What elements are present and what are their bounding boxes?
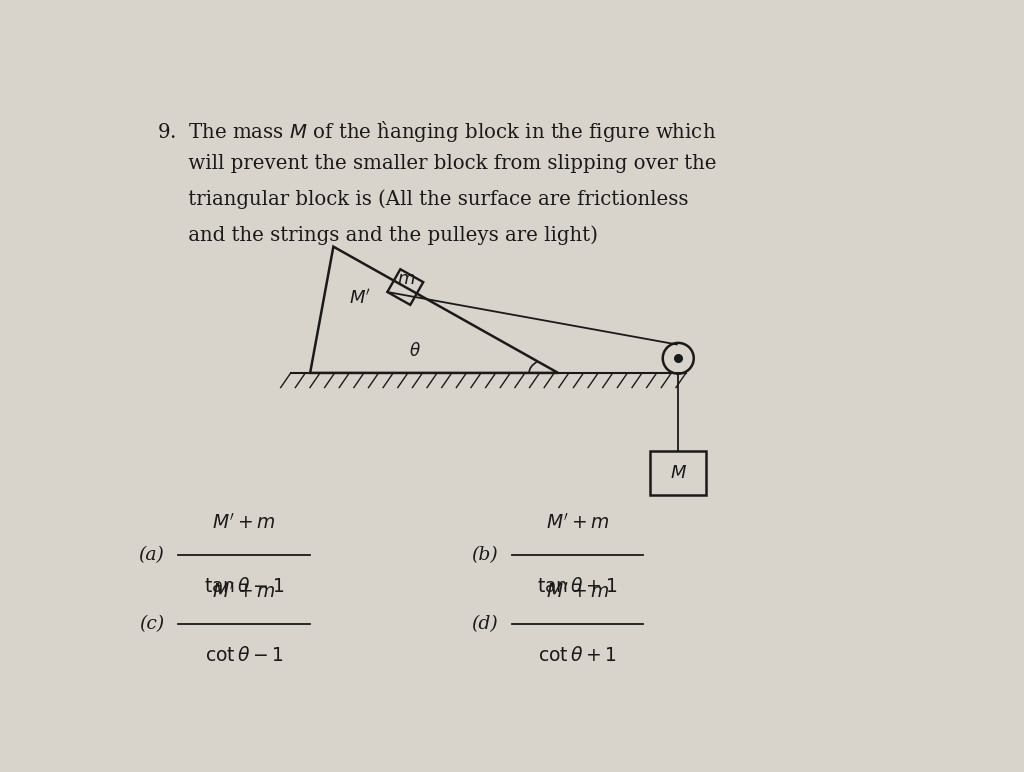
Text: $\tan\theta - 1$: $\tan\theta - 1$ [204, 577, 285, 596]
Text: will prevent the smaller block from slipping over the: will prevent the smaller block from slip… [158, 154, 717, 173]
Text: $M$: $M$ [670, 464, 687, 482]
Text: $m$: $m$ [396, 270, 415, 288]
Text: $\theta$: $\theta$ [409, 342, 421, 360]
Text: (d): (d) [471, 615, 498, 633]
Text: $M'$: $M'$ [349, 289, 372, 308]
Text: and the strings and the pulleys are light): and the strings and the pulleys are ligh… [158, 225, 598, 245]
Text: $\cot\theta + 1$: $\cot\theta + 1$ [538, 646, 616, 665]
Text: (a): (a) [138, 546, 165, 564]
Bar [650, 451, 707, 496]
Text: 9.  The mass $M$ of the h̀anging block in the figure which: 9. The mass $M$ of the h̀anging block in… [158, 119, 717, 144]
Text: $M' + m$: $M' + m$ [212, 513, 276, 533]
Text: (c): (c) [139, 615, 165, 633]
Text: (b): (b) [471, 546, 498, 564]
Text: $M' + m$: $M' + m$ [546, 513, 609, 533]
Text: $\tan\theta + 1$: $\tan\theta + 1$ [538, 577, 617, 596]
Text: $M' + m$: $M' + m$ [546, 581, 609, 601]
Text: triangular block is (All the surface are frictionless: triangular block is (All the surface are… [158, 190, 689, 209]
Text: $\cot\theta - 1$: $\cot\theta - 1$ [205, 646, 284, 665]
Text: $M' + m$: $M' + m$ [212, 581, 276, 601]
